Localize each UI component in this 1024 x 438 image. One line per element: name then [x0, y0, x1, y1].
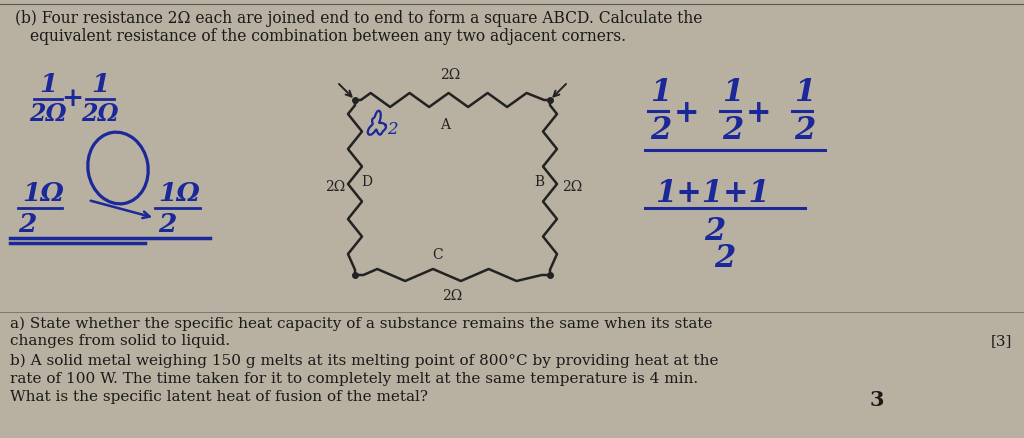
Text: rate of 100 W. The time taken for it to completely melt at the same temperature : rate of 100 W. The time taken for it to … [10, 372, 698, 386]
Text: 2: 2 [722, 115, 743, 146]
Text: 2Ω: 2Ω [562, 180, 583, 194]
Text: D: D [361, 175, 372, 189]
Text: 2Ω: 2Ω [30, 102, 67, 126]
Text: 1: 1 [39, 72, 57, 97]
Text: 2: 2 [705, 216, 726, 247]
Text: 2Ω: 2Ω [81, 102, 119, 126]
Text: B: B [534, 175, 544, 189]
Text: 2: 2 [794, 115, 815, 146]
Text: 1: 1 [794, 77, 815, 108]
Text: 2: 2 [387, 121, 397, 138]
Text: [3]: [3] [990, 334, 1012, 348]
Text: equivalent resistance of the combination between any two adjacent corners.: equivalent resistance of the combination… [30, 28, 626, 45]
Text: 3: 3 [870, 390, 885, 410]
Text: (b) Four resistance 2Ω each are joined end to end to form a square ABCD. Calcula: (b) Four resistance 2Ω each are joined e… [15, 10, 702, 27]
Text: A: A [440, 118, 450, 132]
Text: 2Ω: 2Ω [440, 68, 460, 82]
Text: 1Ω: 1Ω [158, 181, 200, 206]
Text: 1+1+1: 1+1+1 [655, 177, 770, 208]
Text: 1: 1 [722, 77, 743, 108]
Text: 2Ω: 2Ω [325, 180, 345, 194]
Text: 2: 2 [18, 212, 37, 237]
Text: 1: 1 [91, 72, 110, 97]
Text: What is the specific latent heat of fusion of the metal?: What is the specific latent heat of fusi… [10, 390, 428, 404]
Text: b) A solid metal weighing 150 g melts at its melting point of 800°C by providing: b) A solid metal weighing 150 g melts at… [10, 354, 719, 368]
Text: 2Ω: 2Ω [442, 289, 462, 303]
Text: 1Ω: 1Ω [22, 181, 63, 206]
Text: 1: 1 [650, 77, 672, 108]
Text: 2: 2 [158, 212, 176, 237]
Text: 2: 2 [715, 243, 735, 274]
Text: +: + [674, 98, 699, 128]
Text: changes from solid to liquid.: changes from solid to liquid. [10, 334, 230, 348]
Text: a) State whether the specific heat capacity of a substance remains the same when: a) State whether the specific heat capac… [10, 317, 713, 332]
Text: +: + [746, 98, 771, 128]
Text: 2: 2 [650, 115, 672, 146]
Text: +: + [61, 85, 83, 110]
Text: C: C [433, 248, 443, 262]
